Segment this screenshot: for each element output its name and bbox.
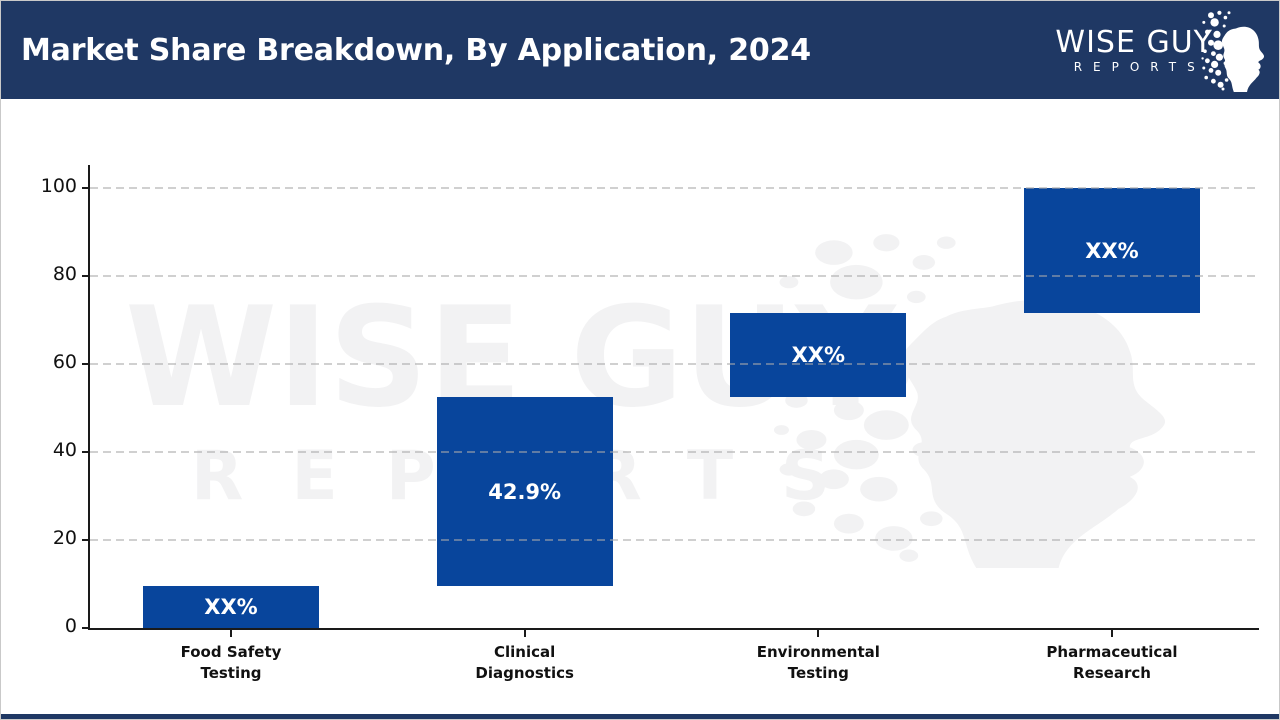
x-category-label: Environmental Testing bbox=[668, 642, 968, 684]
y-axis-line bbox=[88, 165, 90, 630]
x-category-label: Clinical Diagnostics bbox=[375, 642, 675, 684]
bar-value-label: XX% bbox=[1085, 238, 1139, 263]
bar-1: XX% bbox=[143, 586, 319, 628]
bar-2: 42.9% bbox=[436, 397, 613, 587]
x-category-label-line: Clinical bbox=[494, 643, 556, 661]
x-category-label-line: Diagnostics bbox=[475, 664, 574, 682]
gridline-20 bbox=[90, 539, 1259, 541]
gridline-100 bbox=[90, 187, 1259, 189]
header-bar: Market Share Breakdown, By Application, … bbox=[1, 1, 1279, 99]
brand-name: WISE GUY bbox=[1055, 25, 1213, 60]
footer-bar bbox=[1, 714, 1279, 719]
x-category-label-line: Pharmaceutical bbox=[1046, 643, 1178, 661]
x-tick bbox=[523, 630, 526, 637]
gridline-80 bbox=[90, 275, 1259, 277]
bar-value-label: XX% bbox=[204, 595, 258, 620]
gridline-60 bbox=[90, 363, 1259, 365]
y-tick bbox=[82, 539, 89, 541]
y-tick-label: 20 bbox=[52, 527, 77, 549]
x-category-label-line: Environmental bbox=[756, 643, 880, 661]
y-tick bbox=[82, 627, 89, 629]
brand-subname: REPORTS bbox=[1073, 60, 1206, 74]
bar-value-label: 42.9% bbox=[488, 479, 562, 504]
y-tick bbox=[82, 275, 89, 277]
y-tick-label: 100 bbox=[40, 175, 77, 197]
brand-logo: WISE GUY REPORTS bbox=[1055, 1, 1265, 99]
y-tick bbox=[82, 187, 89, 189]
x-tick bbox=[230, 630, 232, 637]
x-axis-line bbox=[88, 628, 1259, 630]
y-tick bbox=[82, 451, 89, 453]
x-tick bbox=[1111, 630, 1113, 637]
bar-4: XX% bbox=[1024, 188, 1200, 314]
gridline-40 bbox=[90, 451, 1259, 453]
y-tick-label: 80 bbox=[52, 263, 77, 285]
x-category-label-line: Food Safety bbox=[180, 643, 282, 661]
wise-guy-head-icon bbox=[1199, 8, 1265, 92]
bar-3: XX% bbox=[730, 313, 907, 398]
x-category-label-line: Testing bbox=[200, 664, 262, 682]
x-category-label-line: Research bbox=[1073, 664, 1151, 682]
x-category-label-line: Testing bbox=[787, 664, 849, 682]
x-category-label: Pharmaceutical Research bbox=[962, 642, 1262, 684]
x-category-label: Food Safety Testing bbox=[81, 642, 381, 684]
y-tick bbox=[82, 363, 89, 365]
brand-logo-text: WISE GUY REPORTS bbox=[1055, 27, 1213, 75]
y-tick-label: 0 bbox=[64, 615, 77, 637]
y-tick-label: 60 bbox=[52, 351, 77, 373]
chart-title: Market Share Breakdown, By Application, … bbox=[21, 32, 811, 68]
x-tick bbox=[817, 630, 820, 637]
y-tick-label: 40 bbox=[52, 439, 77, 461]
